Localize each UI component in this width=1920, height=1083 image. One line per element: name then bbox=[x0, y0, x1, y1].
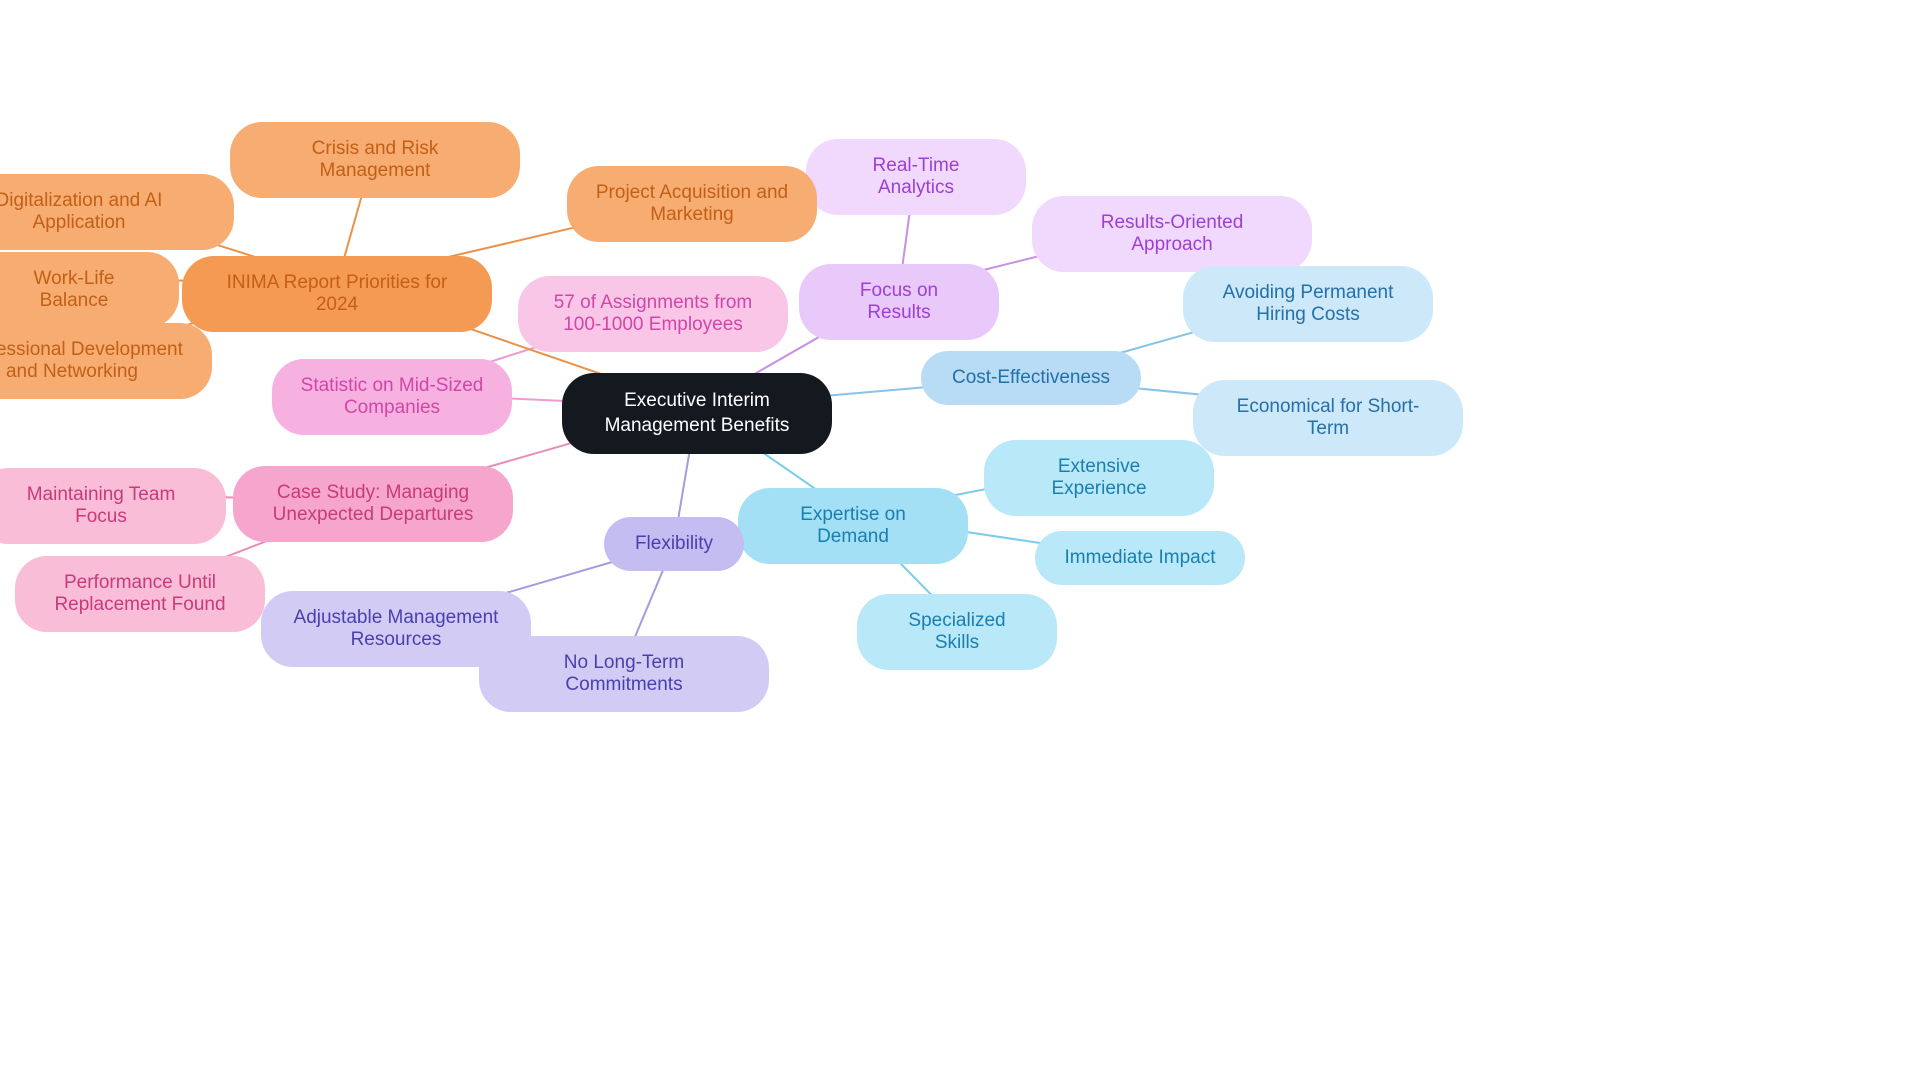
executive-interim-management-benefits-node: Executive Interim Management Benefits bbox=[562, 373, 832, 454]
specialized-skills-node: Specialized Skills bbox=[857, 594, 1057, 670]
cost-effectiveness-node: Cost-Effectiveness bbox=[921, 351, 1141, 405]
project-acquisition-and-marketing-node: Project Acquisition and Marketing bbox=[567, 166, 817, 242]
digitalization-and-ai-application-node: Digitalization and AI Application bbox=[0, 174, 234, 250]
performance-until-replacement-found-node: Performance Until Replacement Found bbox=[15, 556, 265, 632]
work-life-balance-node: Work-Life Balance bbox=[0, 252, 179, 328]
no-long-term-commitments-node: No Long-Term Commitments bbox=[479, 636, 769, 712]
57-of-assignments-from-100-1000-employees-node: 57 of Assignments from 100-1000 Employee… bbox=[518, 276, 788, 352]
results-oriented-approach-node: Results-Oriented Approach bbox=[1032, 196, 1312, 272]
flexibility-node: Flexibility bbox=[604, 517, 744, 571]
maintaining-team-focus-node: Maintaining Team Focus bbox=[0, 468, 226, 544]
focus-on-results-node: Focus on Results bbox=[799, 264, 999, 340]
avoiding-permanent-hiring-costs-node: Avoiding Permanent Hiring Costs bbox=[1183, 266, 1433, 342]
expertise-on-demand-node: Expertise on Demand bbox=[738, 488, 968, 564]
professional-development-and-networking-node: Professional Development and Networking bbox=[0, 323, 212, 399]
extensive-experience-node: Extensive Experience bbox=[984, 440, 1214, 516]
economical-for-short-term-node: Economical for Short-Term bbox=[1193, 380, 1463, 456]
statistic-on-mid-sized-companies-node: Statistic on Mid-Sized Companies bbox=[272, 359, 512, 435]
inima-report-priorities-for-2024-node: INIMA Report Priorities for 2024 bbox=[182, 256, 492, 332]
real-time-analytics-node: Real-Time Analytics bbox=[806, 139, 1026, 215]
crisis-and-risk-management-node: Crisis and Risk Management bbox=[230, 122, 520, 198]
case-study-managing-unexpected-departures-node: Case Study: Managing Unexpected Departur… bbox=[233, 466, 513, 542]
immediate-impact-node: Immediate Impact bbox=[1035, 531, 1245, 585]
